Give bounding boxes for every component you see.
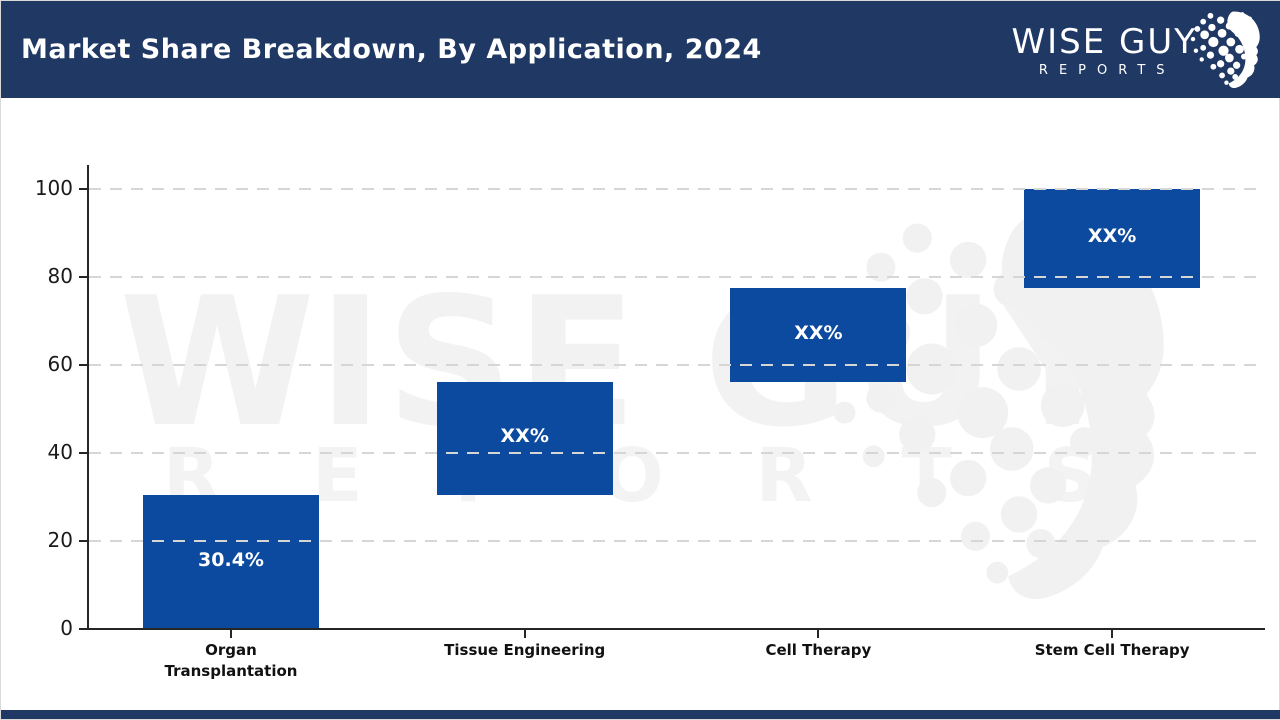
logo-subtitle: REPORTS	[1038, 63, 1176, 78]
logo-text: WISE GUY REPORTS	[1011, 22, 1197, 78]
gridline-40	[89, 451, 1263, 454]
y-tick-mark-80	[79, 275, 87, 278]
y-tick-label-60: 60	[47, 351, 73, 376]
y-tick-label-20: 20	[47, 527, 73, 552]
x-category-label-3: Cell Therapy	[765, 641, 872, 659]
bar-value-label-4: XX%	[1087, 225, 1137, 247]
bar-2	[436, 382, 613, 495]
y-tick-label-40: 40	[47, 439, 73, 464]
plot-area: 0 20 40 60 80 100 30.4% Organ Transplantation XX…	[1, 98, 1280, 712]
footer-bar	[1, 710, 1280, 719]
bar-value-label-2: XX%	[500, 425, 549, 448]
x-category-label-2: Tissue Engineering	[444, 641, 606, 659]
x-axis-line	[87, 628, 1265, 630]
y-tick-mark-60	[79, 363, 87, 366]
page-title: Market Share Breakdown, By Application, …	[21, 34, 762, 65]
bar-value-label-1: 30.4%	[198, 548, 264, 571]
y-tick-mark-0	[79, 627, 87, 630]
gridline-80	[89, 275, 1263, 278]
logo-wordmark: WISE GUY	[1011, 22, 1197, 62]
x-tick-mark-1	[230, 630, 232, 638]
gridline-60	[89, 363, 1263, 366]
header-bar: Market Share Breakdown, By Application, …	[1, 1, 1280, 98]
y-tick-label-0: 0	[60, 615, 73, 640]
wise-guy-reports-logo: WISE GUY REPORTS	[1011, 7, 1267, 93]
gridline-100	[89, 187, 1263, 190]
x-category-label-4: Stem Cell Therapy	[1034, 641, 1190, 659]
y-tick-label-80: 80	[47, 263, 73, 288]
y-tick-label-100: 100	[34, 175, 73, 200]
y-axis-line	[87, 165, 89, 630]
y-tick-mark-40	[79, 451, 87, 454]
x-tick-mark-4	[1111, 630, 1114, 638]
logo-face-dots-icon	[1190, 11, 1260, 89]
bar-value-label-3: XX%	[794, 321, 843, 344]
x-tick-mark-2	[523, 630, 526, 638]
x-category-label-1: Organ Transplantation	[164, 641, 298, 680]
bar-1	[143, 494, 319, 629]
x-tick-mark-3	[817, 630, 820, 638]
gridline-20	[89, 539, 1263, 542]
y-tick-mark-20	[79, 539, 87, 542]
y-tick-mark-100	[79, 187, 87, 190]
